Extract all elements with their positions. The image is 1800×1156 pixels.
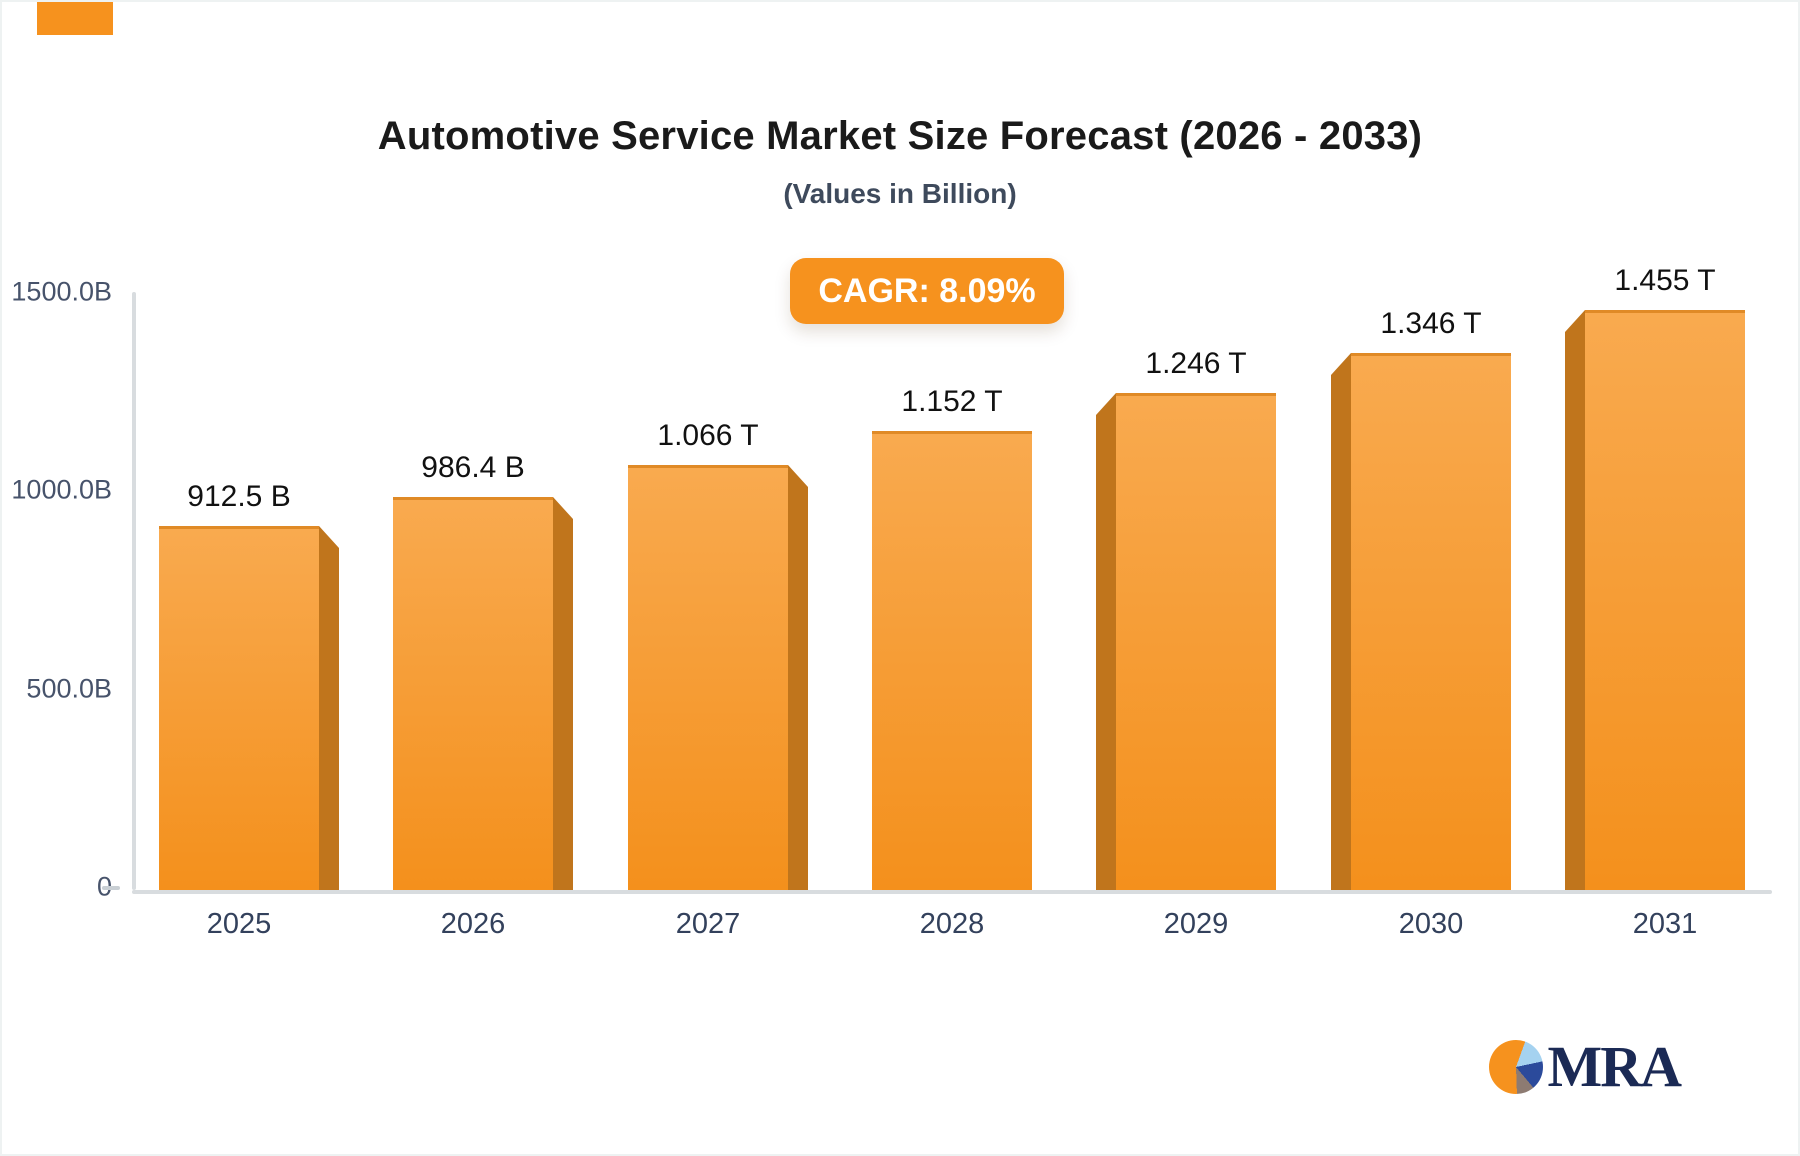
bar-face bbox=[1116, 393, 1276, 890]
bar-face bbox=[1351, 353, 1511, 890]
corner-accent-bar bbox=[37, 2, 113, 35]
cagr-badge-label: CAGR: 8.09% bbox=[818, 271, 1036, 310]
bar-2029 bbox=[1096, 393, 1276, 890]
x-axis-label: 2031 bbox=[1632, 908, 1698, 940]
y-axis-label-1500: 1500.0B bbox=[11, 276, 112, 307]
x-axis-line bbox=[132, 890, 1772, 894]
bar-side-face bbox=[788, 465, 808, 890]
y-axis-label-1000: 1000.0B bbox=[11, 474, 112, 505]
bar-2030 bbox=[1331, 353, 1511, 890]
x-axis-label: 2026 bbox=[440, 908, 506, 940]
mra-logo: MRA bbox=[1489, 1034, 1682, 1099]
plot-area: 912.5 B 2025 986.4 B 2026 1.066 T 2027 1.152 T… bbox=[132, 264, 1772, 940]
pie-chart-icon bbox=[1489, 1040, 1544, 1094]
bar-2031 bbox=[1565, 310, 1745, 890]
bar-side-face bbox=[1331, 353, 1351, 890]
cagr-badge: CAGR: 8.09% bbox=[790, 258, 1064, 324]
x-axis-label: 2025 bbox=[206, 908, 272, 940]
x-axis-label: 2027 bbox=[675, 908, 741, 940]
bar-value-label: 1.455 T bbox=[1614, 264, 1716, 297]
bar-side-face bbox=[1565, 310, 1585, 890]
y-axis-label-0: 0 bbox=[2, 872, 112, 903]
y-axis-label-500: 500.0B bbox=[26, 673, 112, 704]
bar-side-face bbox=[553, 497, 573, 890]
bar-value-label: 912.5 B bbox=[187, 480, 291, 513]
bar-face bbox=[393, 497, 553, 890]
bar-side-face bbox=[1096, 393, 1116, 890]
chart-subtitle: (Values in Billion) bbox=[783, 178, 1017, 209]
bar-value-label: 1.152 T bbox=[901, 385, 1003, 418]
x-axis-label: 2028 bbox=[919, 908, 985, 940]
bar-2026 bbox=[393, 497, 573, 890]
bar-2027 bbox=[628, 465, 808, 890]
bar-2025 bbox=[159, 526, 339, 890]
chart-title: Automotive Service Market Size Forecast … bbox=[377, 114, 1423, 158]
logo-text: MRA bbox=[1547, 1034, 1682, 1099]
bar-value-label: 1.346 T bbox=[1380, 307, 1482, 340]
bar-value-label: 986.4 B bbox=[421, 451, 525, 484]
bar-face bbox=[872, 431, 1032, 890]
bar-2028 bbox=[862, 431, 1042, 890]
zero-tick-mark bbox=[102, 886, 120, 890]
bar-value-label: 1.066 T bbox=[657, 419, 759, 452]
bar-face bbox=[628, 465, 788, 890]
bar-value-label: 1.246 T bbox=[1145, 347, 1247, 380]
x-axis-label: 2030 bbox=[1398, 908, 1464, 940]
bar-face bbox=[1585, 310, 1745, 890]
bar-face bbox=[159, 526, 319, 890]
x-axis-label: 2029 bbox=[1163, 908, 1229, 940]
y-axis-line bbox=[132, 292, 136, 890]
bar-side-face bbox=[319, 526, 339, 890]
